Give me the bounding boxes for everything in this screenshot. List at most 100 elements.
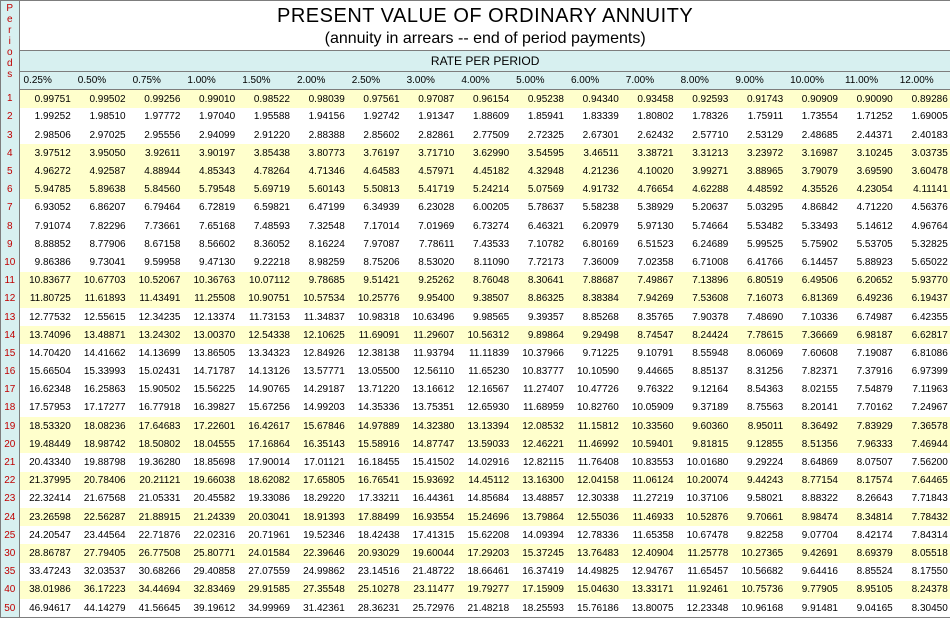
value-cell: 10.05909 [622, 399, 677, 417]
value-cell: 5.50813 [348, 181, 403, 199]
period-cell: 2 [1, 108, 19, 126]
period-cell: 12 [1, 290, 19, 308]
value-cell: 15.02431 [129, 363, 184, 381]
value-cell: 12.34235 [129, 308, 184, 326]
value-cell: 13.16300 [512, 472, 567, 490]
value-cell: 24.01584 [238, 544, 293, 562]
period-cell: 14 [1, 326, 19, 344]
value-cell: 13.33171 [622, 581, 677, 599]
table-row: 2423.2659822.5628721.8891521.2433920.030… [1, 508, 950, 526]
value-cell: 4.96764 [896, 217, 950, 235]
value-cell: 14.49825 [567, 563, 622, 581]
value-cell: 33.47243 [19, 563, 74, 581]
value-cell: 12.78336 [567, 526, 622, 544]
value-cell: 2.82861 [403, 126, 458, 144]
value-cell: 8.76048 [457, 272, 512, 290]
value-cell: 7.88687 [567, 272, 622, 290]
rate-column-header: 4.00% [457, 72, 512, 90]
value-cell: 0.98039 [293, 90, 348, 108]
value-cell: 34.44694 [129, 581, 184, 599]
value-cell: 14.70420 [19, 344, 74, 362]
value-cell: 1.88609 [457, 108, 512, 126]
value-cell: 16.44361 [403, 490, 458, 508]
value-cell: 8.75206 [348, 253, 403, 271]
value-cell: 8.56602 [183, 235, 238, 253]
value-cell: 4.92587 [74, 162, 129, 180]
value-cell: 14.85684 [457, 490, 512, 508]
value-cell: 9.82258 [731, 526, 786, 544]
value-cell: 4.57971 [403, 162, 458, 180]
value-cell: 17.15909 [512, 581, 567, 599]
period-cell: 35 [1, 563, 19, 581]
value-cell: 6.79464 [129, 199, 184, 217]
value-cell: 9.25262 [403, 272, 458, 290]
value-cell: 1.85941 [512, 108, 567, 126]
value-cell: 11.11839 [457, 344, 512, 362]
value-cell: 6.14457 [786, 253, 841, 271]
value-cell: 7.91074 [19, 217, 74, 235]
value-cell: 12.65930 [457, 399, 512, 417]
value-cell: 8.38384 [567, 290, 622, 308]
value-cell: 25.10278 [348, 581, 403, 599]
value-cell: 3.79079 [786, 162, 841, 180]
value-cell: 13.57771 [293, 363, 348, 381]
value-cell: 1.99252 [19, 108, 74, 126]
value-cell: 36.17223 [74, 581, 129, 599]
value-cell: 6.71008 [677, 253, 732, 271]
value-cell: 8.77906 [74, 235, 129, 253]
value-cell: 6.00205 [457, 199, 512, 217]
table-row: 1716.6234816.2586315.9050215.5622514.907… [1, 381, 950, 399]
value-cell: 0.93458 [622, 90, 677, 108]
value-cell: 8.69379 [841, 544, 896, 562]
value-cell: 3.90197 [183, 144, 238, 162]
value-cell: 8.16224 [293, 235, 348, 253]
value-cell: 19.33086 [238, 490, 293, 508]
value-cell: 5.74664 [677, 217, 732, 235]
rate-column-header: 0.25% [19, 72, 74, 90]
value-cell: 2.72325 [512, 126, 567, 144]
value-cell: 10.96168 [731, 599, 786, 617]
value-cell: 17.33211 [348, 490, 403, 508]
value-cell: 19.36280 [129, 453, 184, 471]
value-cell: 20.71961 [238, 526, 293, 544]
value-cell: 1.83339 [567, 108, 622, 126]
value-cell: 7.94269 [622, 290, 677, 308]
value-cell: 27.79405 [74, 544, 129, 562]
table-row: 2221.3799520.7840620.2112119.6603818.620… [1, 472, 950, 490]
value-cell: 8.88852 [19, 235, 74, 253]
table-row: 1211.8072511.6189311.4349111.2550810.907… [1, 290, 950, 308]
value-cell: 14.41662 [74, 344, 129, 362]
rate-column-header: 0.50% [74, 72, 129, 90]
value-cell: 13.76483 [567, 544, 622, 562]
value-cell: 12.23348 [677, 599, 732, 617]
value-cell: 14.90765 [238, 381, 293, 399]
value-cell: 18.91393 [293, 508, 348, 526]
value-cell: 6.81086 [896, 344, 950, 362]
value-cell: 7.48593 [238, 217, 293, 235]
value-cell: 11.06124 [622, 472, 677, 490]
value-cell: 13.59033 [457, 435, 512, 453]
value-cell: 1.98510 [74, 108, 129, 126]
table-row: 4038.0198636.1722334.4469432.8346929.915… [1, 581, 950, 599]
value-cell: 20.03041 [238, 508, 293, 526]
value-cell: 17.64683 [129, 417, 184, 435]
value-cell: 6.59821 [238, 199, 293, 217]
value-cell: 9.98565 [457, 308, 512, 326]
value-cell: 14.02916 [457, 453, 512, 471]
value-cell: 4.10020 [622, 162, 677, 180]
value-cell: 21.88915 [129, 508, 184, 526]
value-cell: 14.32380 [403, 417, 458, 435]
table-row: 1817.5795317.1727716.7791816.3982715.672… [1, 399, 950, 417]
value-cell: 7.78611 [403, 235, 458, 253]
period-cell: 7 [1, 199, 19, 217]
value-cell: 0.90090 [841, 90, 896, 108]
value-cell: 9.89864 [512, 326, 567, 344]
value-cell: 17.65805 [293, 472, 348, 490]
value-cell: 6.80169 [567, 235, 622, 253]
value-cell: 11.76408 [567, 453, 622, 471]
value-cell: 8.85524 [841, 563, 896, 581]
value-cell: 9.58021 [731, 490, 786, 508]
value-cell: 4.56376 [896, 199, 950, 217]
table-row: 43.975123.950503.926113.901973.854383.80… [1, 144, 950, 162]
value-cell: 7.10782 [512, 235, 567, 253]
